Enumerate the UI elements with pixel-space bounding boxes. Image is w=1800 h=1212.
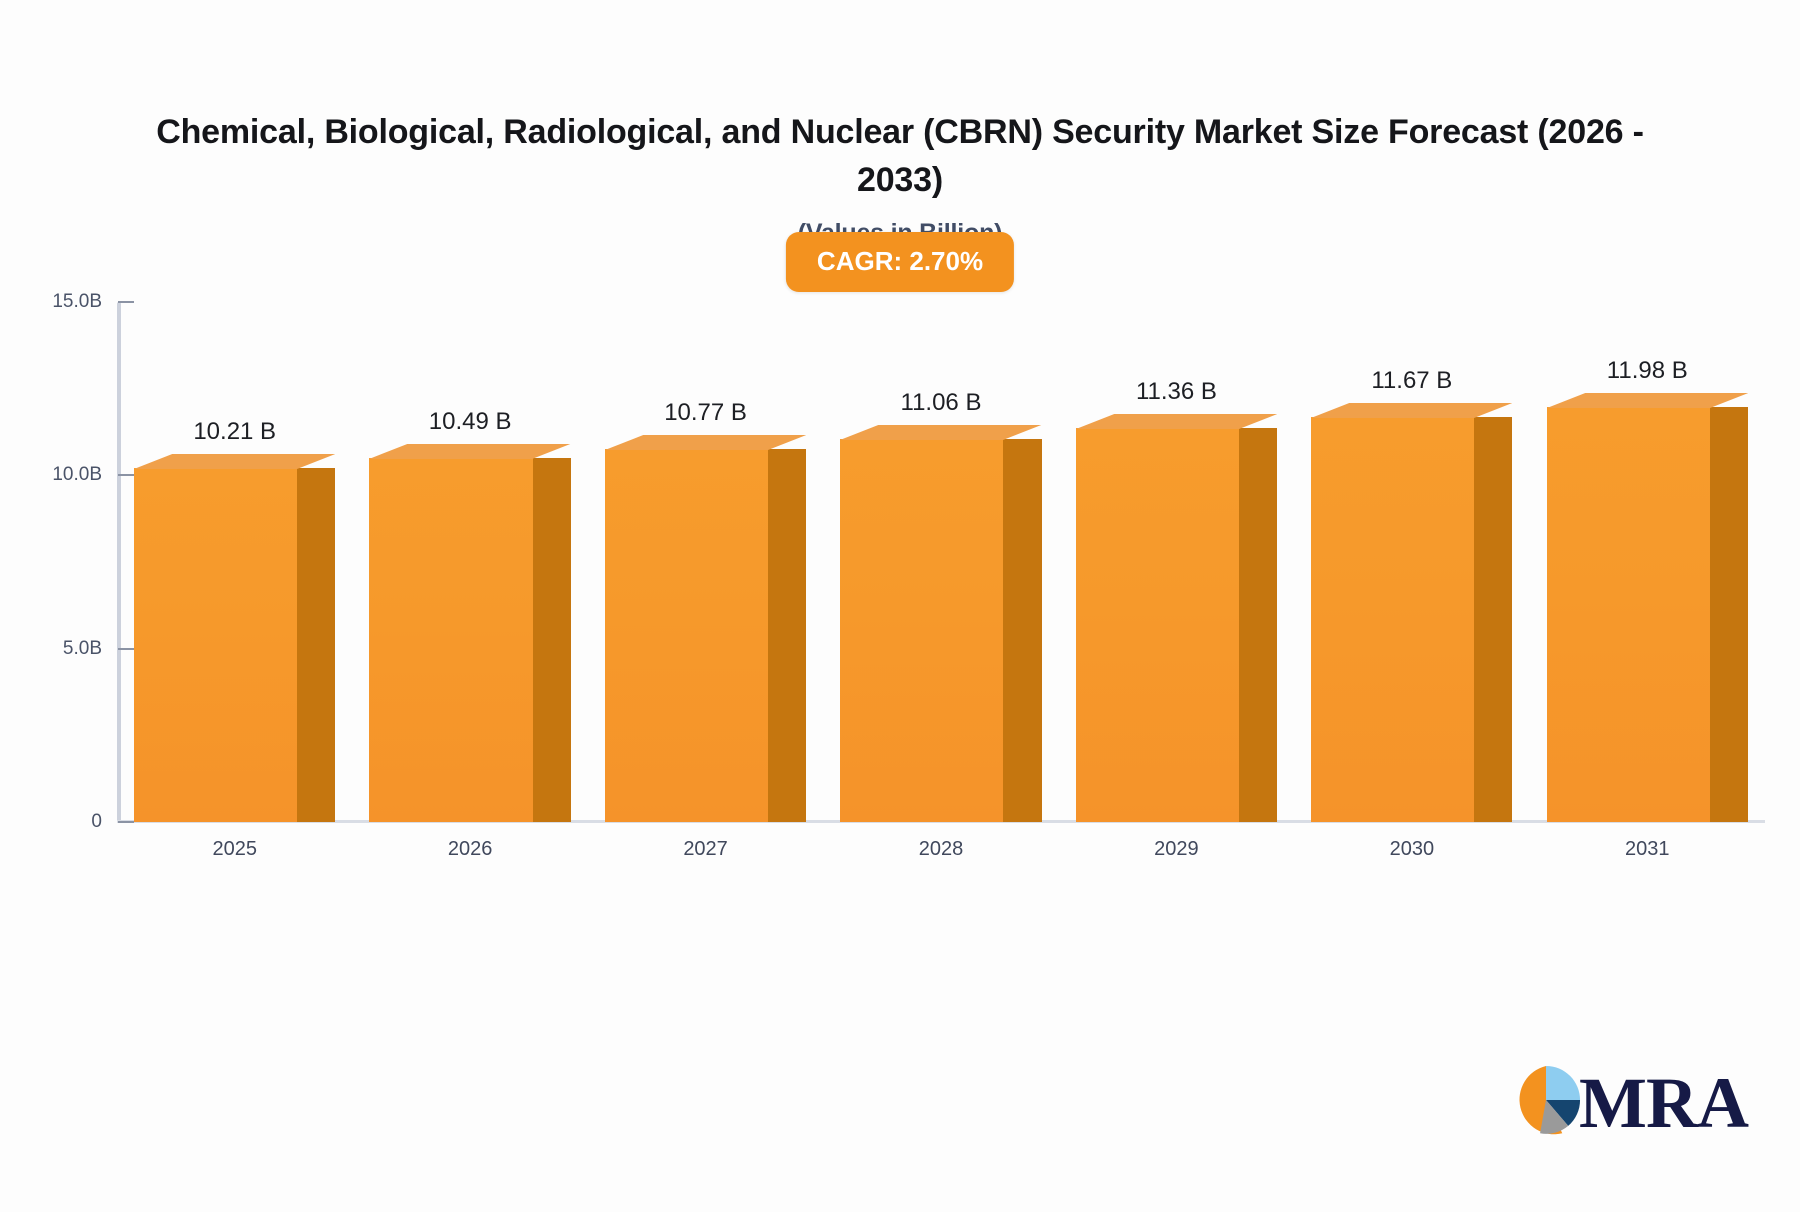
y-axis-tick-label: 10.0B — [52, 464, 102, 486]
mra-logo: MRA — [1509, 1062, 1749, 1143]
bar-value-label: 11.06 B — [900, 388, 982, 416]
y-axis-tick-dash — [118, 647, 134, 650]
bar-side-face — [1709, 406, 1748, 822]
bar-slot: 11.67 B — [1311, 302, 1513, 822]
bar-side-face — [297, 468, 336, 822]
bar-front-face — [1546, 406, 1710, 822]
bar[interactable] — [1546, 392, 1748, 822]
bar-value-label: 11.98 B — [1606, 356, 1688, 384]
bar-front-face — [840, 438, 1004, 822]
y-axis-tick-dash — [118, 301, 134, 303]
bar-front-face — [1311, 417, 1475, 822]
y-axis-tick: 15.0B — [0, 291, 134, 324]
bar[interactable] — [1075, 414, 1278, 822]
x-axis-tick-label: 2029 — [1154, 838, 1199, 860]
bar-front-face — [604, 448, 768, 822]
bar[interactable] — [1311, 403, 1513, 822]
bar-top-face — [840, 424, 1042, 440]
y-axis-tick-dash — [118, 474, 134, 477]
chart-header: Chemical, Biological, Radiological, and … — [0, 0, 1800, 248]
bar-value-label: 10.21 B — [193, 418, 277, 446]
bar-slot: 10.77 B — [604, 302, 807, 822]
page-title: Chemical, Biological, Radiological, and … — [156, 113, 1644, 200]
bar-top-face — [1546, 392, 1748, 408]
y-axis-tick: 10.0B — [0, 464, 134, 497]
bar-slot: 10.21 B — [134, 302, 336, 822]
bar-top-face — [604, 434, 807, 450]
bar-slot: 11.98 B — [1546, 302, 1748, 822]
x-axis-tick-label: 2031 — [1625, 838, 1670, 860]
logo-text: MRA — [1579, 1062, 1749, 1143]
bar-side-face — [532, 458, 571, 822]
bar-slot: 11.36 B — [1075, 302, 1278, 822]
x-axis-tick-label: 2027 — [683, 838, 728, 860]
pie-chart-icon — [1509, 1063, 1583, 1142]
y-axis-tick-label: 0 — [91, 811, 102, 832]
bar-top-face — [1075, 414, 1278, 430]
bar-side-face — [1474, 417, 1513, 822]
bar[interactable] — [604, 434, 807, 822]
bar-top-face — [369, 444, 571, 460]
y-axis-tick-label: 5.0B — [62, 637, 102, 659]
bar-value-label: 10.49 B — [428, 408, 512, 436]
bar[interactable] — [369, 444, 571, 822]
cagr-badge: CAGR: 2.70% — [785, 232, 1015, 292]
bar-side-face — [767, 448, 807, 822]
x-axis-tick-label: 2026 — [447, 838, 493, 860]
bar-top-face — [1311, 403, 1513, 419]
bar[interactable] — [840, 424, 1042, 822]
x-axis-tick-label: 2025 — [212, 838, 257, 860]
bar[interactable] — [134, 454, 336, 822]
y-axis-tick: 5.0B — [0, 638, 134, 671]
bar-value-label: 10.77 B — [664, 398, 747, 426]
y-axis-line — [117, 302, 121, 822]
bar-side-face — [1003, 438, 1042, 822]
y-axis-tick-label: 15.0B — [52, 291, 102, 312]
y-axis-tick-dash — [118, 821, 134, 823]
bar-slot: 10.49 B — [369, 302, 571, 822]
x-axis-tick-label: 2028 — [918, 838, 964, 860]
bar-top-face — [134, 454, 336, 470]
bar-value-label: 11.36 B — [1135, 378, 1217, 406]
bar-front-face — [134, 468, 298, 822]
bar-group: 10.21 B 10.49 B 10.77 B 11.06 B 11.36 B 11.67… — [117, 302, 1765, 822]
bar-slot: 11.06 B — [840, 302, 1042, 822]
y-axis-tick: 0 — [0, 811, 134, 844]
bar-front-face — [1075, 428, 1239, 822]
x-axis-tick-label: 2030 — [1389, 838, 1435, 860]
bar-side-face — [1238, 428, 1278, 822]
bar-front-face — [369, 458, 533, 822]
bar-value-label: 11.67 B — [1371, 367, 1453, 395]
